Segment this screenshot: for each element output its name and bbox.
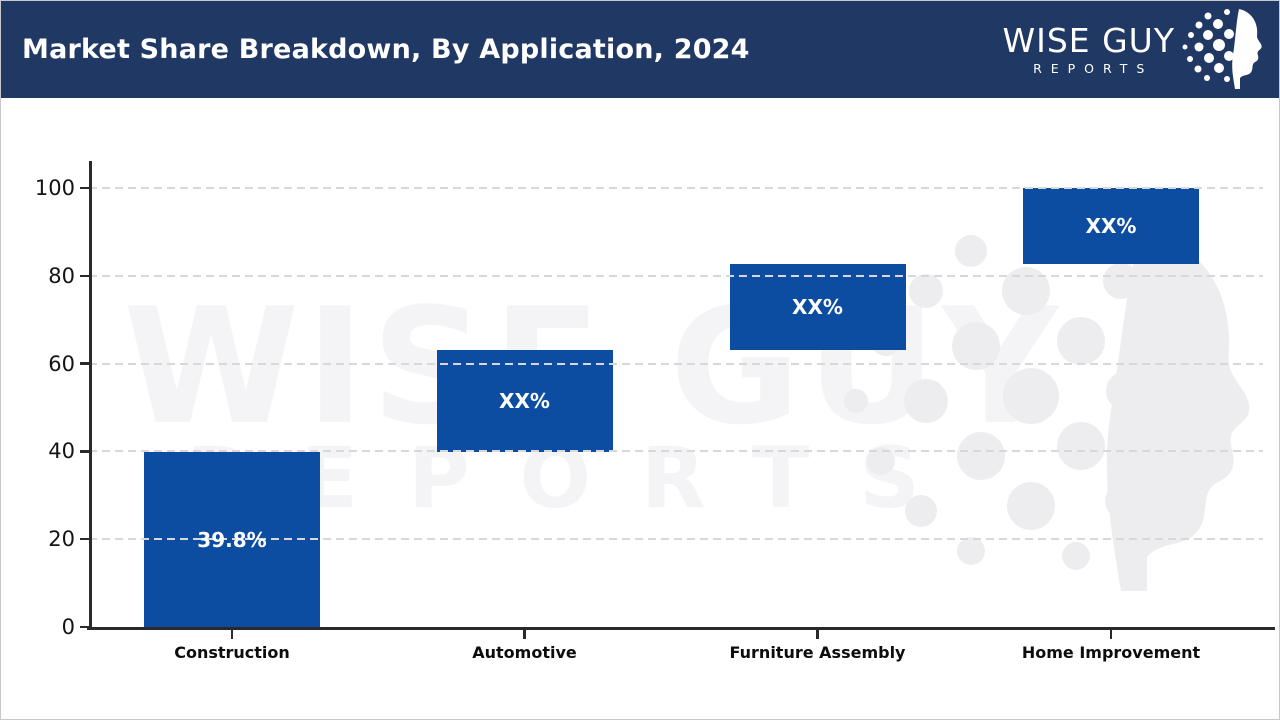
gridline-100 [89, 187, 1263, 189]
x-axis-label-construction: Construction [174, 643, 290, 662]
gridline-80 [89, 274, 1263, 277]
page-title: Market Share Breakdown, By Application, … [22, 34, 750, 65]
x-tick-mark-automotive [523, 630, 526, 639]
y-tick-mark-100 [80, 186, 89, 190]
brand-logo: WISE GUY REPORTS [1002, 7, 1263, 93]
brand-subname: REPORTS [1033, 60, 1154, 76]
y-tick-label-20: 20 [48, 527, 75, 552]
y-tick-label-80: 80 [48, 263, 75, 288]
bar-home-improvement [1023, 188, 1199, 264]
watermark-head-graphic [831, 221, 1251, 595]
y-tick-mark-60 [80, 362, 89, 365]
x-tick-mark-furniture-assembly [816, 630, 819, 639]
bar-value-label-construction: 39.8% [197, 527, 267, 552]
gridline-20 [89, 538, 1263, 541]
x-axis-label-home-improvement: Home Improvement [1021, 643, 1201, 662]
brand-name: WISE GUY [1002, 20, 1175, 60]
bar-value-label-automotive: XX% [499, 388, 550, 413]
y-tick-mark-80 [80, 274, 89, 278]
bar-value-label-home-improvement: XX% [1085, 213, 1137, 238]
y-tick-label-40: 40 [48, 439, 75, 464]
x-axis-label-furniture-assembly: Furniture Assembly [729, 643, 906, 662]
y-tick-label-100: 100 [34, 176, 75, 200]
y-tick-mark-20 [80, 537, 89, 541]
bar-furniture-assembly [729, 263, 906, 350]
chart-plot-area: 39.8% XX% XX% XX% 0 20 40 60 80 100 Construction Au… [1, 98, 1279, 719]
x-tick-mark-home-improvement [1109, 630, 1113, 639]
x-axis-label-automotive: Automotive [472, 643, 577, 662]
header-band: Market Share Breakdown, By Application, … [1, 1, 1279, 98]
y-tick-label-0: 0 [61, 615, 75, 639]
bar-value-label-furniture-assembly: XX% [792, 294, 843, 319]
x-tick-mark-construction [230, 630, 234, 639]
y-axis-spine [89, 161, 92, 629]
brand-logo-text: WISE GUY REPORTS [1002, 24, 1175, 76]
bar-automotive [436, 349, 613, 453]
y-tick-mark-0 [80, 625, 89, 629]
gridline-60 [89, 362, 1263, 365]
y-tick-mark-40 [80, 450, 89, 453]
y-tick-label-60: 60 [48, 351, 75, 376]
gridline-40 [89, 450, 1263, 453]
brand-head-icon [1177, 7, 1263, 93]
x-axis-spine [87, 627, 1275, 630]
